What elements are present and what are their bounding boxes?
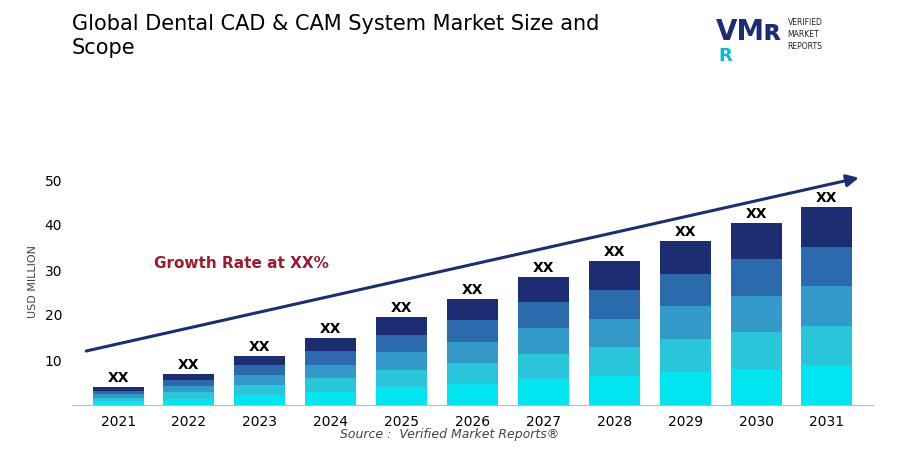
Text: XX: XX bbox=[745, 207, 767, 221]
Bar bbox=[164, 392, 214, 399]
Bar bbox=[305, 378, 356, 392]
Text: Source :  Verified Market Reports®: Source : Verified Market Reports® bbox=[340, 428, 560, 441]
Bar bbox=[801, 286, 852, 326]
Text: XX: XX bbox=[178, 358, 200, 372]
Bar bbox=[801, 365, 852, 405]
Bar bbox=[731, 296, 781, 332]
Bar bbox=[164, 399, 214, 405]
Bar bbox=[731, 259, 781, 296]
Y-axis label: USD MILLION: USD MILLION bbox=[28, 245, 38, 318]
Bar bbox=[305, 364, 356, 378]
Text: XX: XX bbox=[816, 191, 838, 205]
Bar bbox=[660, 372, 711, 405]
Bar bbox=[376, 370, 428, 387]
Bar bbox=[234, 365, 285, 375]
Text: XX: XX bbox=[320, 322, 341, 336]
Bar bbox=[93, 398, 144, 401]
Bar bbox=[447, 363, 498, 384]
Bar bbox=[660, 241, 711, 274]
Bar bbox=[518, 328, 569, 354]
Bar bbox=[660, 306, 711, 339]
Bar bbox=[731, 332, 781, 369]
Bar bbox=[801, 326, 852, 365]
Bar bbox=[447, 299, 498, 320]
Text: VMʀ: VMʀ bbox=[716, 18, 782, 46]
Bar bbox=[518, 302, 569, 328]
Bar bbox=[660, 339, 711, 372]
Bar bbox=[518, 277, 569, 302]
Bar bbox=[660, 274, 711, 306]
Bar bbox=[93, 394, 144, 398]
Bar bbox=[164, 374, 214, 380]
Text: Global Dental CAD & CAM System Market Size and
Scope: Global Dental CAD & CAM System Market Si… bbox=[72, 14, 599, 58]
Bar bbox=[447, 320, 498, 342]
Bar bbox=[305, 392, 356, 405]
Text: XX: XX bbox=[107, 371, 129, 385]
Bar bbox=[589, 290, 640, 319]
Bar bbox=[376, 387, 428, 405]
Bar bbox=[93, 401, 144, 405]
Bar bbox=[518, 379, 569, 405]
Bar bbox=[801, 207, 852, 247]
Bar bbox=[447, 342, 498, 363]
Bar bbox=[234, 375, 285, 385]
Bar bbox=[234, 385, 285, 395]
Bar bbox=[164, 386, 214, 392]
Bar bbox=[731, 223, 781, 259]
Text: Growth Rate at XX%: Growth Rate at XX% bbox=[154, 256, 328, 271]
Bar bbox=[376, 335, 428, 352]
Bar bbox=[731, 369, 781, 405]
Text: XX: XX bbox=[462, 284, 483, 297]
Bar bbox=[589, 376, 640, 405]
Bar bbox=[589, 319, 640, 347]
Text: XX: XX bbox=[249, 340, 271, 354]
Bar bbox=[305, 338, 356, 351]
Bar bbox=[93, 391, 144, 394]
Text: XX: XX bbox=[604, 245, 625, 259]
Text: R: R bbox=[718, 47, 732, 65]
Bar bbox=[234, 356, 285, 365]
Bar bbox=[589, 261, 640, 290]
Bar bbox=[589, 347, 640, 376]
Bar bbox=[447, 384, 498, 405]
Text: XX: XX bbox=[674, 225, 696, 239]
Bar bbox=[305, 351, 356, 364]
Bar bbox=[376, 317, 428, 335]
Text: XX: XX bbox=[391, 302, 412, 315]
Bar bbox=[93, 387, 144, 391]
Bar bbox=[234, 395, 285, 405]
Text: XX: XX bbox=[533, 261, 554, 275]
Bar bbox=[376, 352, 428, 370]
Bar bbox=[164, 380, 214, 386]
Bar bbox=[801, 247, 852, 286]
Text: VERIFIED
MARKET
REPORTS: VERIFIED MARKET REPORTS bbox=[788, 18, 823, 50]
Bar bbox=[518, 354, 569, 379]
